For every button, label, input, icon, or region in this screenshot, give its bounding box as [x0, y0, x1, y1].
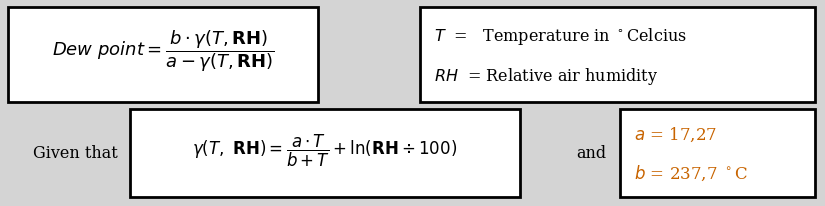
Bar [8, 8, 318, 103]
Text: $\mathit{a}$ = 17,27: $\mathit{a}$ = 17,27 [634, 125, 717, 143]
Text: $\mathit{b}$ = 237,7 $^\circ$C: $\mathit{b}$ = 237,7 $^\circ$C [634, 163, 748, 182]
Text: Given that: Given that [33, 145, 118, 162]
Text: and: and [576, 145, 606, 162]
Bar [620, 109, 815, 197]
Bar [420, 8, 815, 103]
Text: $\mathit{RH}$  = Relative air humidity: $\mathit{RH}$ = Relative air humidity [434, 66, 658, 87]
Text: $\mathit{Dew\ point} = \dfrac{b \cdot \gamma(T, \mathrm{\mathbf{RH}})}{a - \gamm: $\mathit{Dew\ point} = \dfrac{b \cdot \g… [52, 29, 274, 74]
Bar [130, 109, 520, 197]
Text: $\gamma(T,\ \mathrm{\mathbf{RH}}) = \dfrac{a \cdot T}{b + T} + \ln(\mathrm{\math: $\gamma(T,\ \mathrm{\mathbf{RH}}) = \dfr… [192, 132, 458, 168]
Text: $\mathit{T}$  =   Temperature in $^\circ$Celcius: $\mathit{T}$ = Temperature in $^\circ$Ce… [434, 26, 687, 47]
